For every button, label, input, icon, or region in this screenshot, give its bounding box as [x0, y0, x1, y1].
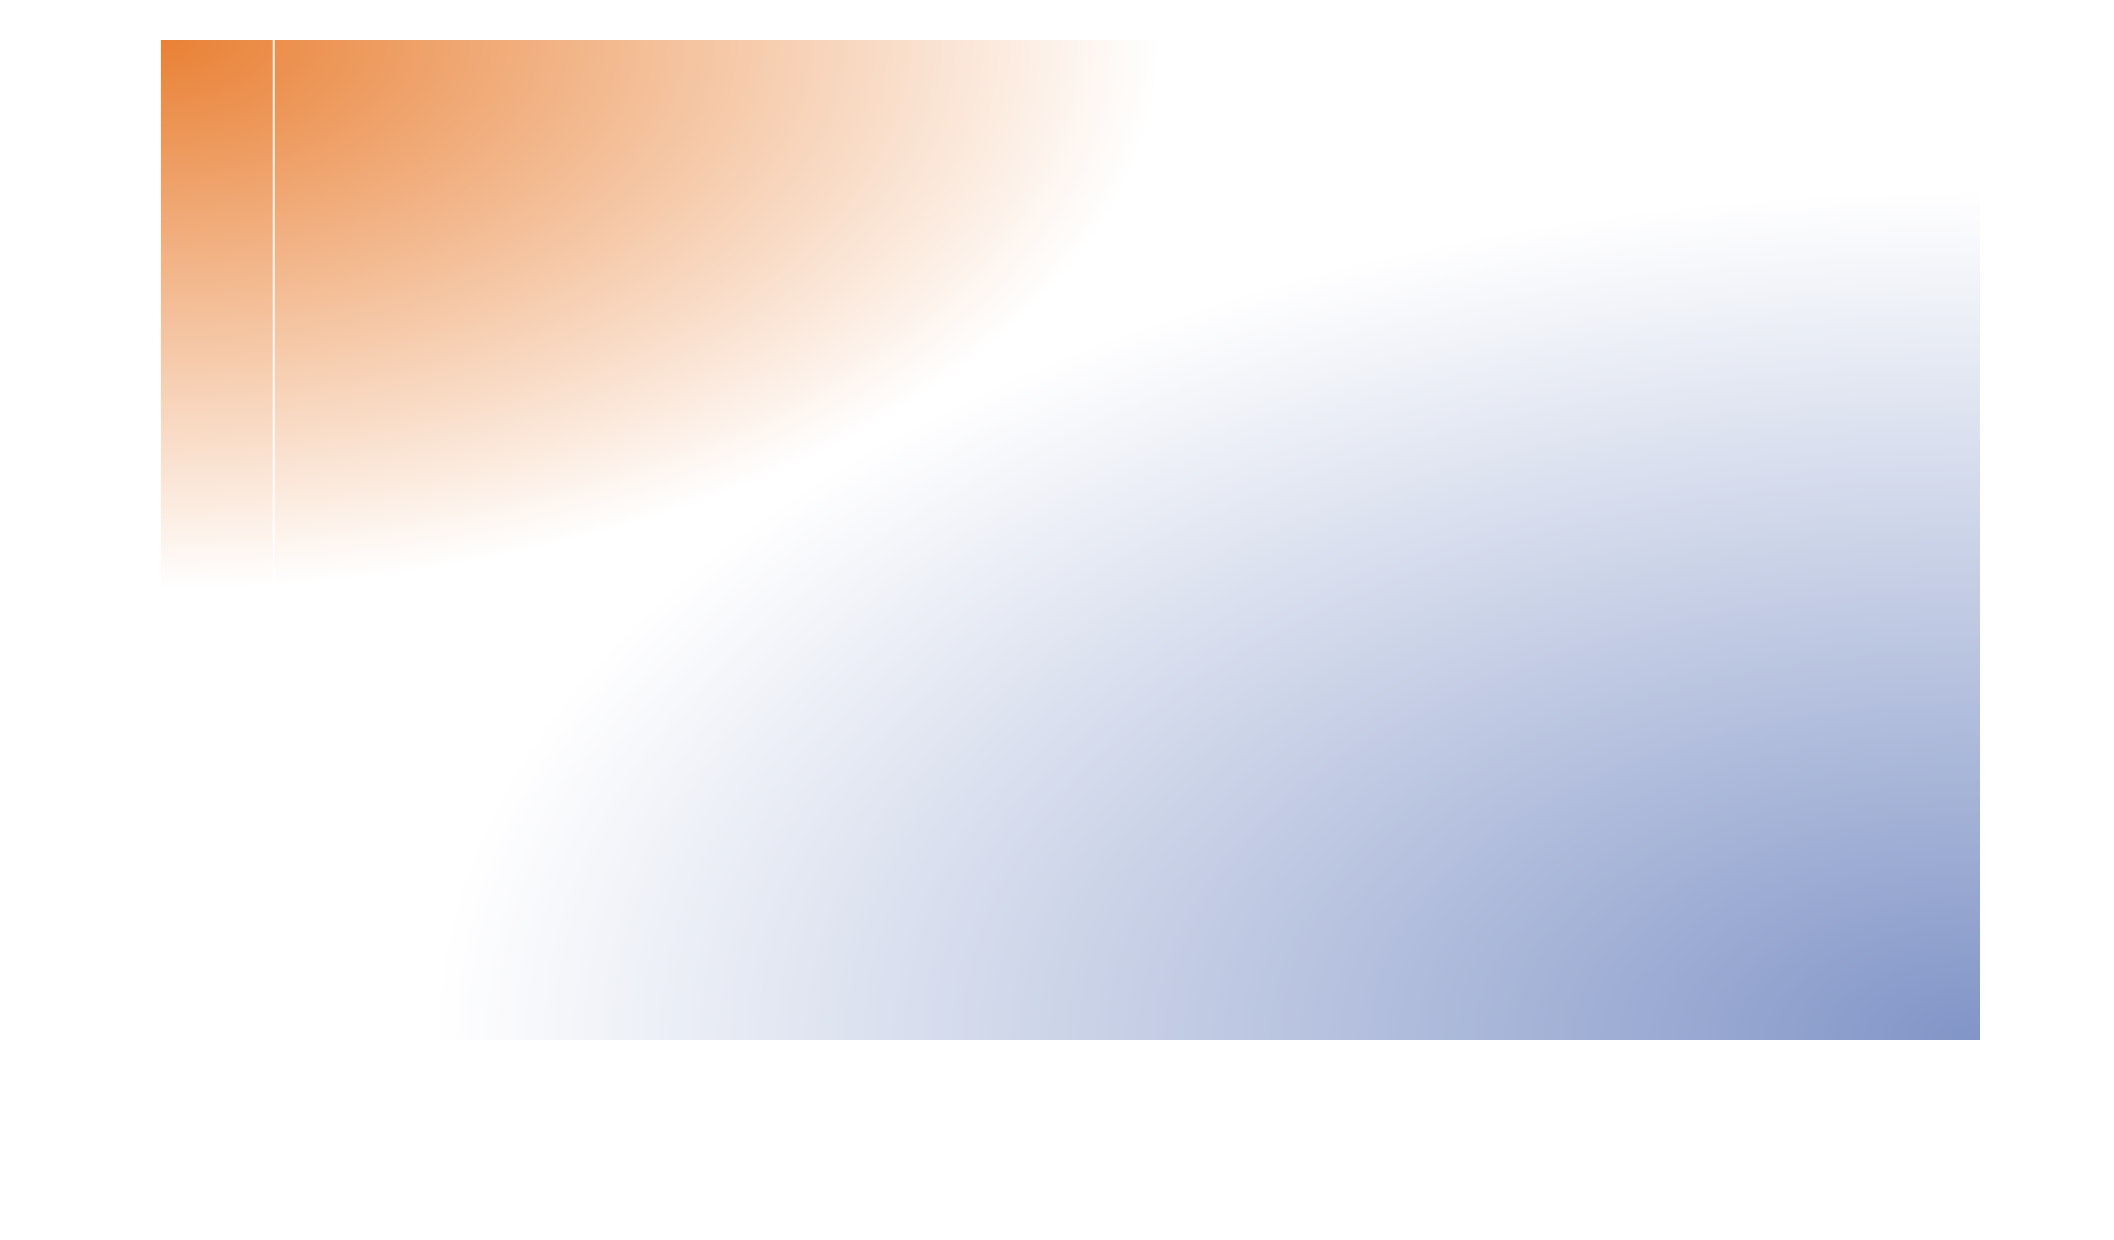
scatter-chart: [0, 0, 2114, 1240]
plot-bg-tl: [160, 40, 1980, 1040]
chart-svg: [0, 0, 2114, 1240]
